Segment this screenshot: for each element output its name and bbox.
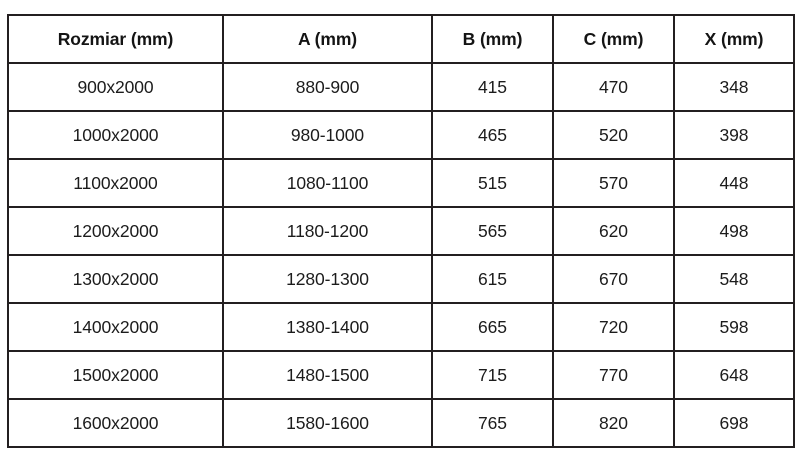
cell-a: 1180-1200 bbox=[222, 206, 433, 256]
table-row: 1100x2000 1080-1100 515 570 448 bbox=[7, 158, 795, 208]
table-row: 1500x2000 1480-1500 715 770 648 bbox=[7, 350, 795, 400]
cell-c: 670 bbox=[552, 254, 675, 304]
cell-x: 398 bbox=[673, 110, 795, 160]
column-header-size: Rozmiar (mm) bbox=[7, 14, 224, 64]
column-header-c: C (mm) bbox=[552, 14, 675, 64]
table-header: Rozmiar (mm) A (mm) B (mm) C (mm) X (mm) bbox=[7, 14, 795, 64]
cell-b: 715 bbox=[431, 350, 554, 400]
cell-x: 348 bbox=[673, 62, 795, 112]
cell-x: 648 bbox=[673, 350, 795, 400]
cell-size: 1500x2000 bbox=[7, 350, 224, 400]
cell-c: 570 bbox=[552, 158, 675, 208]
cell-c: 720 bbox=[552, 302, 675, 352]
cell-x: 498 bbox=[673, 206, 795, 256]
table-row: 1600x2000 1580-1600 765 820 698 bbox=[7, 398, 795, 448]
cell-size: 1300x2000 bbox=[7, 254, 224, 304]
cell-a: 1480-1500 bbox=[222, 350, 433, 400]
cell-size: 1600x2000 bbox=[7, 398, 224, 448]
cell-a: 1080-1100 bbox=[222, 158, 433, 208]
cell-b: 765 bbox=[431, 398, 554, 448]
cell-a: 1280-1300 bbox=[222, 254, 433, 304]
cell-b: 465 bbox=[431, 110, 554, 160]
table-row: 1400x2000 1380-1400 665 720 598 bbox=[7, 302, 795, 352]
cell-size: 1000x2000 bbox=[7, 110, 224, 160]
cell-x: 448 bbox=[673, 158, 795, 208]
cell-b: 515 bbox=[431, 158, 554, 208]
cell-size: 1100x2000 bbox=[7, 158, 224, 208]
cell-c: 620 bbox=[552, 206, 675, 256]
cell-x: 598 bbox=[673, 302, 795, 352]
dimensions-spec-table: Rozmiar (mm) A (mm) B (mm) C (mm) X (mm)… bbox=[7, 14, 795, 448]
column-header-b: B (mm) bbox=[431, 14, 554, 64]
cell-a: 980-1000 bbox=[222, 110, 433, 160]
cell-a: 1580-1600 bbox=[222, 398, 433, 448]
cell-b: 565 bbox=[431, 206, 554, 256]
cell-size: 900x2000 bbox=[7, 62, 224, 112]
column-header-x: X (mm) bbox=[673, 14, 795, 64]
cell-size: 1200x2000 bbox=[7, 206, 224, 256]
table-body: 900x2000 880-900 415 470 348 1000x2000 9… bbox=[7, 62, 795, 448]
cell-c: 520 bbox=[552, 110, 675, 160]
cell-c: 770 bbox=[552, 350, 675, 400]
cell-a: 880-900 bbox=[222, 62, 433, 112]
cell-b: 665 bbox=[431, 302, 554, 352]
table-row: 1200x2000 1180-1200 565 620 498 bbox=[7, 206, 795, 256]
table-row: 1300x2000 1280-1300 615 670 548 bbox=[7, 254, 795, 304]
cell-x: 698 bbox=[673, 398, 795, 448]
cell-a: 1380-1400 bbox=[222, 302, 433, 352]
cell-b: 415 bbox=[431, 62, 554, 112]
cell-c: 820 bbox=[552, 398, 675, 448]
table-row: 1000x2000 980-1000 465 520 398 bbox=[7, 110, 795, 160]
cell-c: 470 bbox=[552, 62, 675, 112]
cell-b: 615 bbox=[431, 254, 554, 304]
cell-x: 548 bbox=[673, 254, 795, 304]
cell-size: 1400x2000 bbox=[7, 302, 224, 352]
table-header-row: Rozmiar (mm) A (mm) B (mm) C (mm) X (mm) bbox=[7, 14, 795, 64]
column-header-a: A (mm) bbox=[222, 14, 433, 64]
table-row: 900x2000 880-900 415 470 348 bbox=[7, 62, 795, 112]
